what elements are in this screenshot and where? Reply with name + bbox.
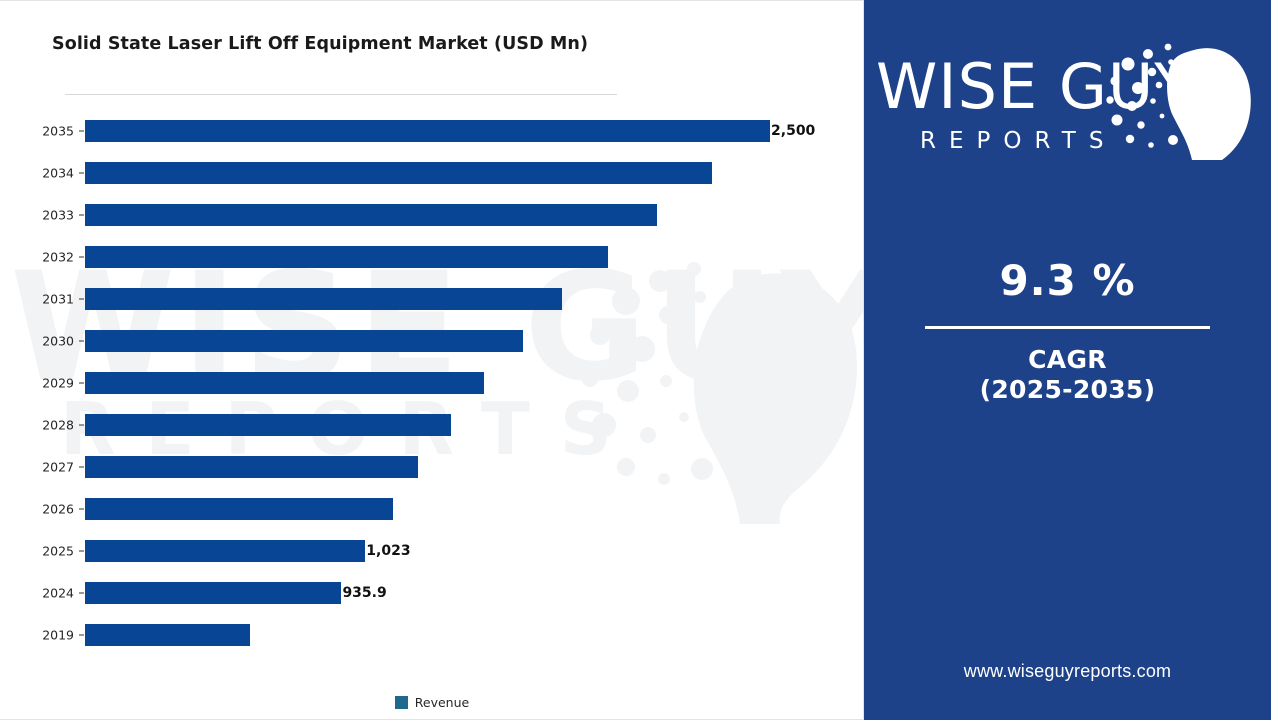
- bar-row: 2028: [0, 404, 863, 446]
- bar-row: 2025 1,023: [0, 530, 863, 572]
- y-axis-tick-label: 2024: [42, 585, 74, 601]
- y-axis-tick-label: 2030: [42, 333, 74, 349]
- bar-revenue-2033[interactable]: [85, 204, 657, 226]
- y-axis-tick-mark: [79, 424, 84, 426]
- y-axis-tick-label: 2029: [42, 375, 74, 391]
- cagr-period: (2025-2035): [979, 374, 1156, 404]
- bar-row: 2034: [0, 152, 863, 194]
- plot-area: 2035 2,500 2034 2033 2032 2031 2030 2029 2028 202…: [0, 1, 863, 691]
- bar-value-label: 2,500: [771, 123, 816, 139]
- bar-revenue-2028[interactable]: [85, 414, 452, 436]
- bar-revenue-2025[interactable]: [85, 540, 366, 562]
- chart-panel: WISE GUY REPORTS Solid State Las: [0, 0, 864, 720]
- title-divider: [65, 94, 617, 95]
- cagr-value: 9.3 %: [999, 256, 1136, 305]
- y-axis-tick-label: 2033: [42, 207, 74, 223]
- y-axis-tick-mark: [79, 214, 84, 216]
- y-axis-tick-label: 2025: [42, 543, 74, 559]
- bar-revenue-2034[interactable]: [85, 162, 712, 184]
- bar-row: 2029: [0, 362, 863, 404]
- y-axis-tick-label: 2019: [42, 627, 74, 643]
- bar-row: 2026: [0, 488, 863, 530]
- bar-row: 2033: [0, 194, 863, 236]
- y-axis-tick-mark: [79, 130, 84, 132]
- cagr-divider: [925, 326, 1210, 330]
- wiseguy-reports-logo: WISE GUY REPORTS: [876, 38, 1259, 163]
- chart-title: Solid State Laser Lift Off Equipment Mar…: [52, 34, 589, 54]
- bar-row: 2031: [0, 278, 863, 320]
- y-axis-tick-label: 2027: [42, 459, 74, 475]
- cagr-label: CAGR: [1028, 345, 1107, 375]
- y-axis-tick-mark: [79, 256, 84, 258]
- bar-revenue-2019[interactable]: [85, 624, 250, 646]
- y-axis-tick-label: 2032: [42, 249, 74, 265]
- bar-revenue-2029[interactable]: [85, 372, 484, 394]
- bar-revenue-2027[interactable]: [85, 456, 419, 478]
- y-axis-tick-label: 2034: [42, 165, 74, 181]
- svg-text:REPORTS: REPORTS: [920, 128, 1116, 154]
- bar-row: 2032: [0, 236, 863, 278]
- bar-revenue-2024[interactable]: [85, 582, 342, 604]
- y-axis-tick-mark: [79, 340, 84, 342]
- y-axis-tick-mark: [79, 172, 84, 174]
- chart-legend: Revenue: [0, 695, 863, 710]
- bar-value-label: 1,023: [366, 543, 411, 559]
- cagr-block: 9.3 % CAGR (2025-2035): [864, 256, 1271, 404]
- bar-revenue-2035[interactable]: [85, 120, 771, 142]
- brand-panel: WISE GUY REPORTS 9.3 %: [864, 0, 1271, 720]
- bar-revenue-2026[interactable]: [85, 498, 393, 520]
- y-axis-tick-mark: [79, 298, 84, 300]
- bar-row: 2027: [0, 446, 863, 488]
- bar-revenue-2030[interactable]: [85, 330, 523, 352]
- y-axis-tick-label: 2026: [42, 501, 74, 517]
- y-axis-tick-mark: [79, 550, 84, 552]
- y-axis-tick-label: 2031: [42, 291, 74, 307]
- y-axis-tick-mark: [79, 592, 84, 594]
- bar-row: 2019: [0, 614, 863, 656]
- y-axis-tick-mark: [79, 382, 84, 384]
- bar-revenue-2031[interactable]: [85, 288, 562, 310]
- bar-revenue-2032[interactable]: [85, 246, 608, 268]
- y-axis-tick-mark: [79, 466, 84, 468]
- y-axis-tick-label: 2028: [42, 417, 74, 433]
- y-axis-tick-mark: [79, 634, 84, 636]
- y-axis-tick-label: 2035: [42, 123, 74, 139]
- y-axis-tick-mark: [79, 508, 84, 510]
- legend-label-revenue: Revenue: [414, 695, 470, 710]
- bar-row: 2024 935.9: [0, 572, 863, 614]
- bar-value-label: 935.9: [342, 585, 387, 601]
- website-url[interactable]: www.wiseguyreports.com: [963, 661, 1172, 681]
- bar-row: 2035 2,500: [0, 110, 863, 152]
- svg-text:WISE GUY: WISE GUY: [876, 50, 1193, 123]
- legend-swatch-revenue: [394, 696, 408, 709]
- bar-row: 2030: [0, 320, 863, 362]
